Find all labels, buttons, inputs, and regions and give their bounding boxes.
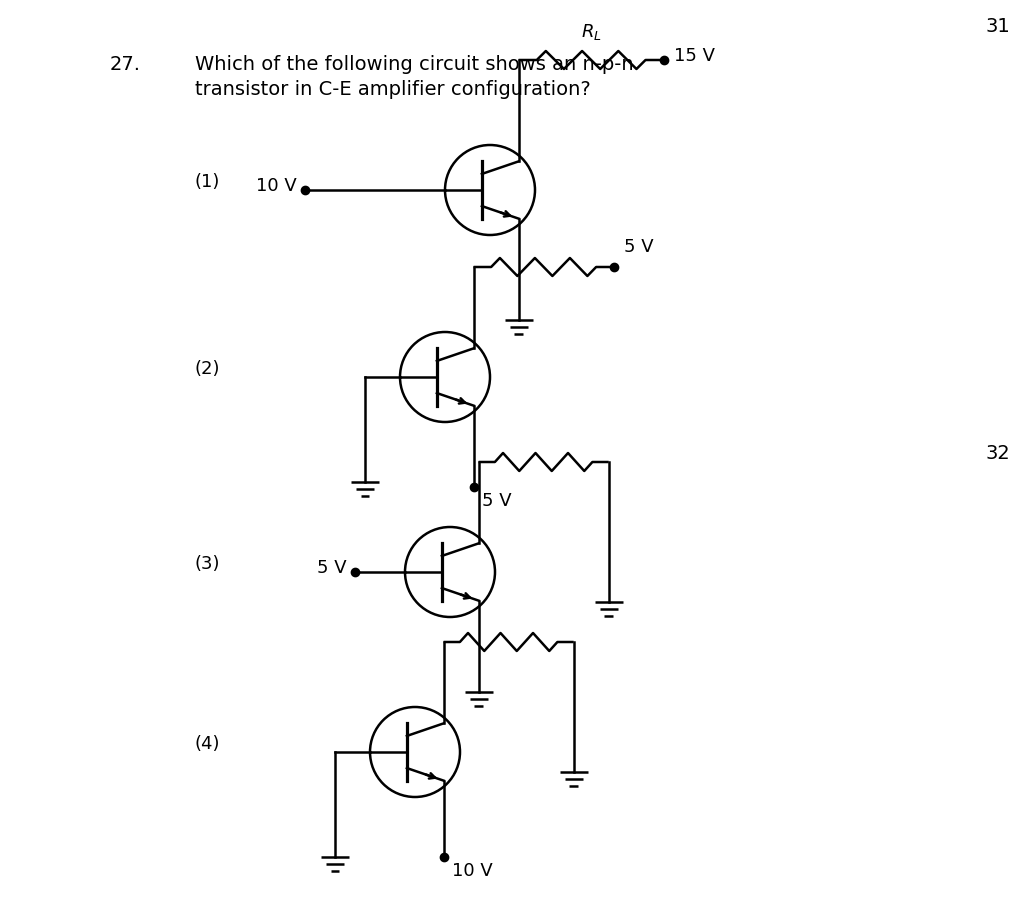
Text: 10 V: 10 V xyxy=(452,862,493,880)
Text: 5 V: 5 V xyxy=(317,559,347,577)
Text: (1): (1) xyxy=(195,173,220,191)
Text: (3): (3) xyxy=(195,555,220,573)
Text: 32: 32 xyxy=(985,444,1010,463)
Text: 27.: 27. xyxy=(110,55,141,74)
Text: (4): (4) xyxy=(195,735,220,753)
Text: 10 V: 10 V xyxy=(256,177,297,195)
Text: Which of the following circuit shows an n-p-n: Which of the following circuit shows an … xyxy=(195,55,634,74)
Text: 15 V: 15 V xyxy=(674,47,715,65)
Text: (2): (2) xyxy=(195,360,220,378)
Text: $R_L$: $R_L$ xyxy=(581,22,601,42)
Text: 31: 31 xyxy=(985,17,1010,36)
Text: transistor in C-E amplifier configuration?: transistor in C-E amplifier configuratio… xyxy=(195,80,591,99)
Text: 5 V: 5 V xyxy=(481,492,511,510)
Text: 5 V: 5 V xyxy=(624,238,653,256)
